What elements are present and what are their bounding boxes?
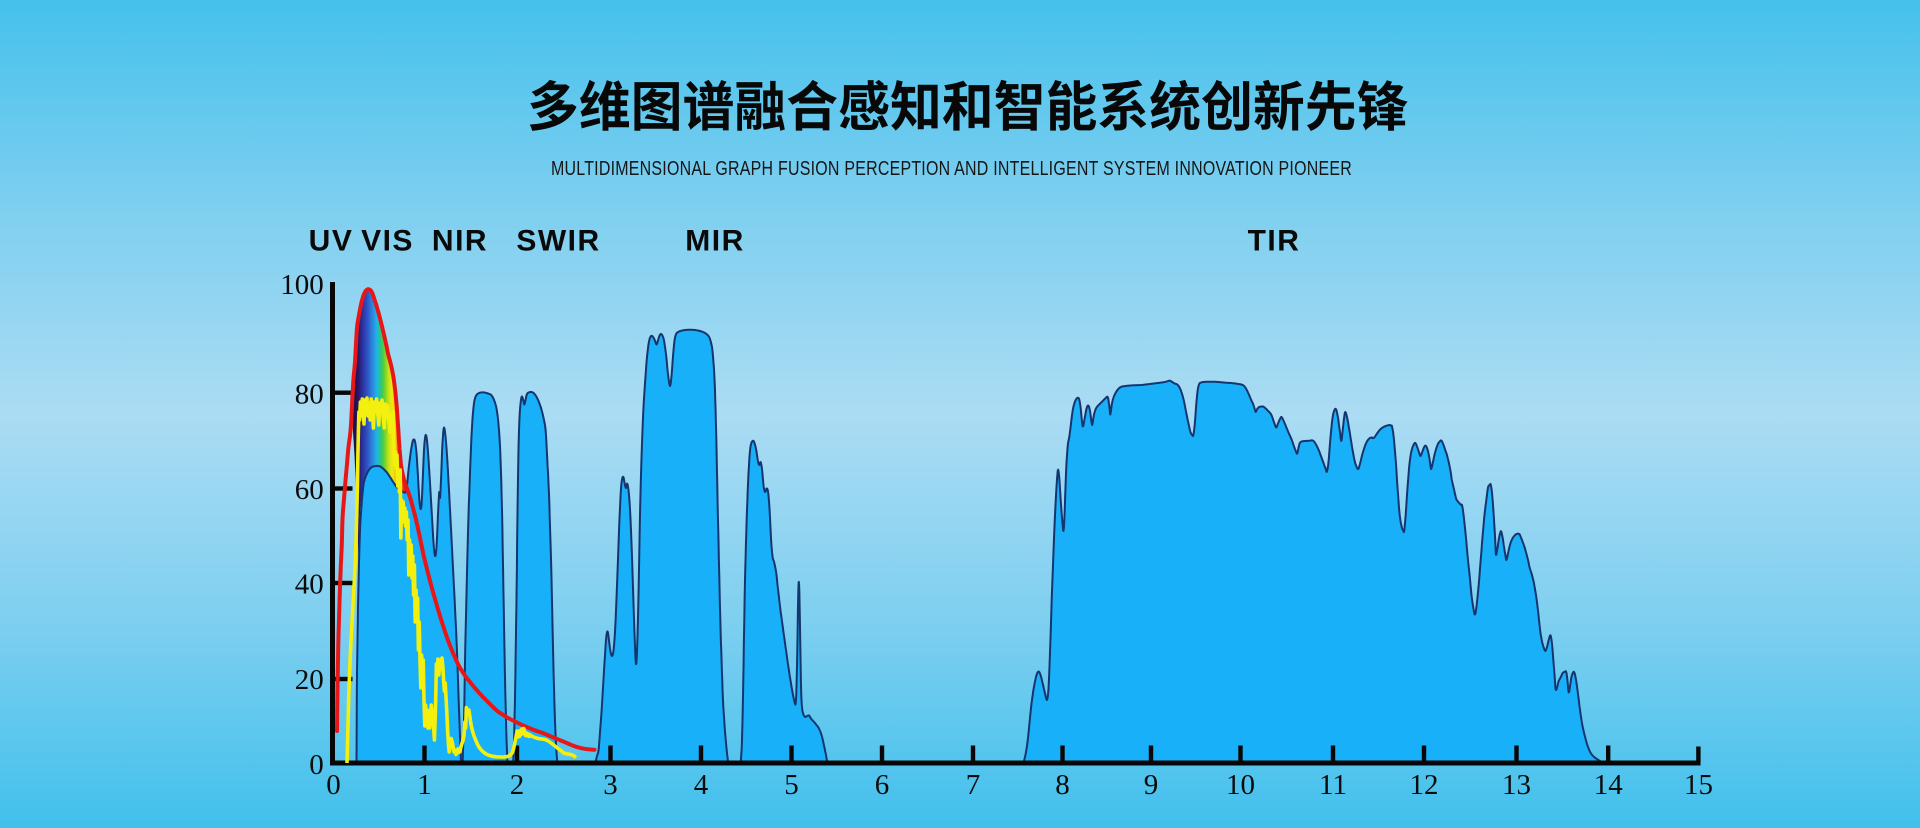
svg-text:14: 14 bbox=[1594, 769, 1624, 801]
svg-text:13: 13 bbox=[1502, 769, 1531, 801]
svg-text:NIR: NIR bbox=[432, 225, 488, 258]
svg-text:12: 12 bbox=[1410, 769, 1439, 801]
svg-text:5: 5 bbox=[784, 769, 799, 801]
svg-text:10: 10 bbox=[1226, 769, 1255, 801]
svg-text:11: 11 bbox=[1319, 769, 1347, 801]
svg-text:6: 6 bbox=[875, 769, 890, 801]
svg-text:0: 0 bbox=[309, 749, 324, 781]
svg-text:60: 60 bbox=[295, 474, 324, 506]
svg-text:7: 7 bbox=[966, 769, 981, 801]
svg-text:3: 3 bbox=[603, 769, 618, 801]
svg-text:15: 15 bbox=[1684, 769, 1713, 801]
svg-text:40: 40 bbox=[295, 569, 324, 601]
svg-text:20: 20 bbox=[295, 664, 324, 696]
svg-text:MULTIDIMENSIONAL GRAPH FUSION: MULTIDIMENSIONAL GRAPH FUSION PERCEPTION… bbox=[551, 158, 1352, 180]
svg-text:2: 2 bbox=[510, 769, 525, 801]
svg-text:4: 4 bbox=[694, 769, 709, 801]
svg-text:SWIR: SWIR bbox=[516, 225, 600, 258]
svg-text:80: 80 bbox=[295, 379, 324, 411]
svg-text:100: 100 bbox=[280, 269, 324, 301]
svg-text:0: 0 bbox=[326, 769, 341, 801]
svg-text:VIS: VIS bbox=[361, 225, 414, 258]
svg-text:MIR: MIR bbox=[685, 225, 745, 258]
svg-text:UV: UV bbox=[309, 225, 354, 258]
svg-text:TIR: TIR bbox=[1248, 225, 1301, 258]
svg-text:1: 1 bbox=[417, 769, 432, 801]
svg-text:8: 8 bbox=[1055, 769, 1070, 801]
svg-text:9: 9 bbox=[1144, 769, 1159, 801]
